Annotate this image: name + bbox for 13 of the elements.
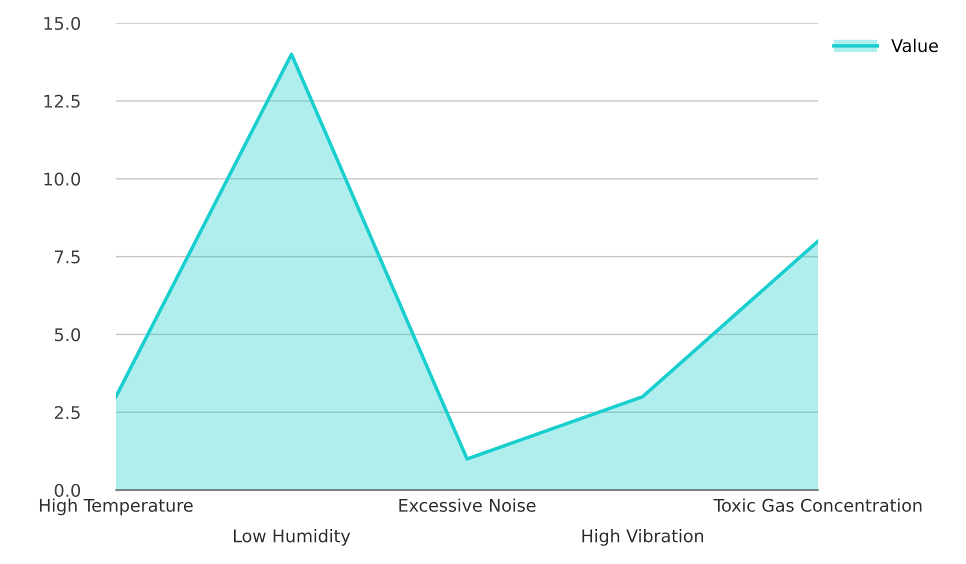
y-tick-label: 7.5 (55, 250, 80, 264)
x-tick-label: High Temperature (40, 498, 193, 516)
legend-label: Value (891, 38, 938, 52)
y-tick-label: 2.5 (54, 406, 80, 420)
x-tick-label: High Vibration (582, 529, 704, 546)
x-tick-label: Low Humidity (234, 529, 350, 546)
y-tick-label: 0.0 (54, 484, 80, 497)
y-tick-label: 15.0 (44, 16, 80, 30)
y-tick-label: 12.5 (44, 94, 80, 108)
y-tick-label: 5.0 (54, 328, 80, 342)
x-tick-label: Excessive Noise (399, 498, 536, 512)
x-tick-label: Toxic Gas Concentration (713, 498, 922, 512)
y-tick-label: 10.0 (44, 172, 80, 186)
